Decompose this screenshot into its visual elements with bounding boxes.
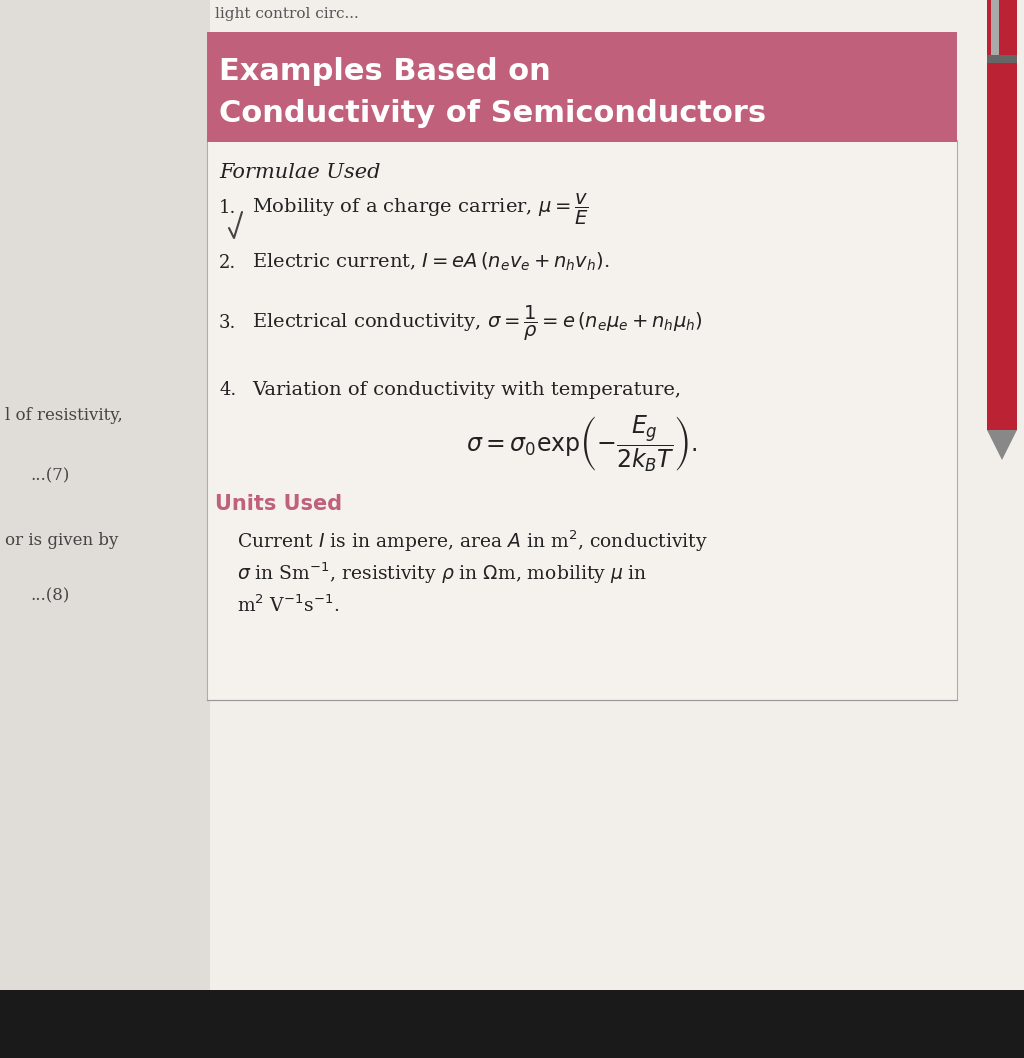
Text: l of resistivity,: l of resistivity,: [5, 407, 123, 424]
Text: 3.: 3.: [219, 314, 237, 332]
Text: ...(8): ...(8): [30, 587, 70, 604]
Bar: [987, 0, 1017, 430]
Text: Units Used: Units Used: [215, 494, 342, 514]
Text: Formulae Used: Formulae Used: [219, 163, 381, 182]
Text: 1.: 1.: [219, 199, 237, 217]
Text: Variation of conductivity with temperature,: Variation of conductivity with temperatu…: [252, 381, 681, 399]
Bar: [987, 55, 1017, 63]
Text: Electric current, $I = eA\,(n_e v_e + n_h v_h)$.: Electric current, $I = eA\,(n_e v_e + n_…: [252, 251, 609, 273]
Text: m$^2$ V$^{-1}$s$^{-1}$.: m$^2$ V$^{-1}$s$^{-1}$.: [237, 595, 339, 616]
Text: light control circ...: light control circ...: [215, 7, 358, 21]
Text: Mobility of a charge carrier, $\mu = \dfrac{v}{E}$: Mobility of a charge carrier, $\mu = \df…: [252, 191, 589, 226]
Text: Current $I$ is in ampere, area $A$ in m$^2$, conductivity: Current $I$ is in ampere, area $A$ in m$…: [237, 529, 708, 554]
Text: Examples Based on: Examples Based on: [219, 57, 551, 86]
Text: $\sigma = \sigma_0 \exp\!\left(-\dfrac{E_g}{2k_B T}\right).$: $\sigma = \sigma_0 \exp\!\left(-\dfrac{E…: [466, 414, 697, 474]
Text: 4.: 4.: [219, 381, 237, 399]
Bar: [207, 32, 957, 142]
Bar: [207, 140, 957, 700]
Bar: [991, 0, 999, 60]
Text: $\sigma$ in Sm$^{-1}$, resistivity $\rho$ in $\Omega$m, mobility $\mu$ in: $\sigma$ in Sm$^{-1}$, resistivity $\rho…: [237, 561, 647, 586]
Text: 2.: 2.: [219, 254, 237, 272]
Bar: [0, 990, 1024, 1058]
Text: ...(7): ...(7): [30, 467, 70, 484]
Text: Electrical conductivity, $\sigma = \dfrac{1}{\rho} = e\,(n_e \mu_e + n_h \mu_h)$: Electrical conductivity, $\sigma = \dfra…: [252, 304, 702, 343]
Text: Conductivity of Semiconductors: Conductivity of Semiconductors: [219, 99, 766, 128]
Text: or is given by: or is given by: [5, 532, 119, 549]
Polygon shape: [987, 430, 1017, 460]
Bar: [0, 0, 210, 990]
